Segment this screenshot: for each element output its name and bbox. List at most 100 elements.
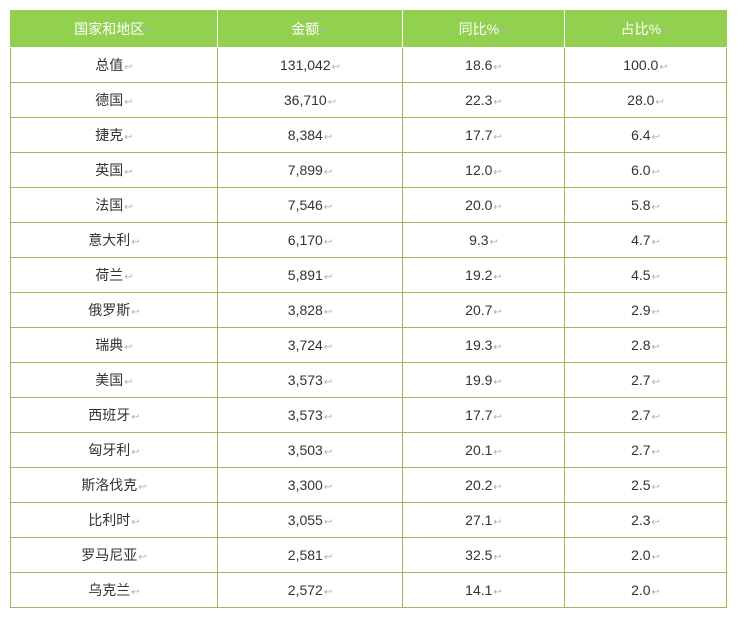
cell-country-value: 荷兰 [95,267,123,283]
cell-marker: ↩ [493,167,501,178]
cell-marker: ↩ [324,272,332,283]
cell-amount-value: 3,573 [288,372,323,388]
cell-share-value: 2.3 [631,512,650,528]
cell-marker: ↩ [493,552,501,563]
cell-amount-value: 3,055 [288,512,323,528]
cell-marker: ↩ [652,307,660,318]
cell-marker: ↩ [662,26,670,37]
cell-marker: ↩ [131,237,139,248]
cell-share-value: 2.5 [631,477,650,493]
cell-marker: ↩ [324,307,332,318]
table-row: 俄罗斯↩3,828↩20.7↩2.9↩ [11,293,727,328]
cell-marker: ↩ [131,412,139,423]
cell-yoy-value: 20.1 [465,442,492,458]
cell-marker: ↩ [493,517,501,528]
cell-yoy-value: 19.9 [465,372,492,388]
cell-yoy: 27.1↩ [403,503,565,538]
table-row: 乌克兰↩2,572↩14.1↩2.0↩ [11,573,727,608]
table-row: 匈牙利↩3,503↩20.1↩2.7↩ [11,433,727,468]
table-head: 国家和地区↩ 金额↩ 同比%↩ 占比%↩ [11,11,727,48]
header-amount-label: 金额 [291,21,319,37]
cell-yoy: 9.3↩ [403,223,565,258]
cell-yoy-value: 19.3 [465,337,492,353]
cell-yoy-value: 12.0 [465,162,492,178]
header-country: 国家和地区↩ [11,11,218,48]
cell-marker: ↩ [324,202,332,213]
cell-yoy-value: 9.3 [469,232,488,248]
cell-country-value: 斯洛伐克 [81,477,137,493]
cell-country: 捷克↩ [11,118,218,153]
cell-country: 匈牙利↩ [11,433,218,468]
cell-country: 荷兰↩ [11,258,218,293]
cell-marker: ↩ [652,167,660,178]
cell-country: 美国↩ [11,363,218,398]
cell-share: 2.3↩ [565,503,727,538]
cell-share-value: 2.0 [631,547,650,563]
cell-yoy-value: 32.5 [465,547,492,563]
cell-marker: ↩ [124,202,132,213]
cell-marker: ↩ [493,482,501,493]
table-body: 总值↩131,042↩18.6↩100.0↩德国↩36,710↩22.3↩28.… [11,48,727,608]
cell-amount: 131,042↩ [218,48,403,83]
cell-share-value: 6.4 [631,127,650,143]
cell-amount: 7,899↩ [218,153,403,188]
cell-share: 2.5↩ [565,468,727,503]
cell-amount-value: 131,042 [280,57,331,73]
cell-amount-value: 7,546 [288,197,323,213]
cell-share: 2.7↩ [565,363,727,398]
cell-country: 西班牙↩ [11,398,218,433]
cell-share: 2.0↩ [565,538,727,573]
cell-yoy: 19.9↩ [403,363,565,398]
cell-yoy: 14.1↩ [403,573,565,608]
cell-marker: ↩ [652,342,660,353]
cell-amount-value: 2,581 [288,547,323,563]
cell-country-value: 瑞典 [95,337,123,353]
cell-share: 4.5↩ [565,258,727,293]
cell-country-value: 比利时 [88,512,130,528]
cell-country: 英国↩ [11,153,218,188]
cell-marker: ↩ [324,167,332,178]
cell-amount: 36,710↩ [218,83,403,118]
cell-marker: ↩ [324,482,332,493]
table-row: 英国↩7,899↩12.0↩6.0↩ [11,153,727,188]
cell-marker: ↩ [652,272,660,283]
cell-share-value: 2.7 [631,442,650,458]
cell-amount-value: 5,891 [288,267,323,283]
cell-amount: 6,170↩ [218,223,403,258]
cell-amount: 3,573↩ [218,398,403,433]
cell-marker: ↩ [493,307,501,318]
cell-marker: ↩ [324,132,332,143]
cell-marker: ↩ [652,412,660,423]
cell-yoy: 18.6↩ [403,48,565,83]
cell-share-value: 4.5 [631,267,650,283]
cell-yoy-value: 20.2 [465,477,492,493]
cell-marker: ↩ [655,97,663,108]
cell-share: 4.7↩ [565,223,727,258]
cell-yoy: 12.0↩ [403,153,565,188]
cell-share: 28.0↩ [565,83,727,118]
cell-marker: ↩ [493,62,501,73]
table-row: 斯洛伐克↩3,300↩20.2↩2.5↩ [11,468,727,503]
cell-marker: ↩ [652,552,660,563]
cell-country-value: 美国 [95,372,123,388]
cell-yoy-value: 27.1 [465,512,492,528]
cell-country-value: 意大利 [88,232,130,248]
cell-marker: ↩ [493,447,501,458]
cell-marker: ↩ [124,97,132,108]
cell-country-value: 乌克兰 [88,582,130,598]
cell-marker: ↩ [324,342,332,353]
cell-share-value: 2.9 [631,302,650,318]
cell-marker: ↩ [652,482,660,493]
cell-marker: ↩ [652,587,660,598]
cell-amount: 8,384↩ [218,118,403,153]
cell-share-value: 2.7 [631,407,650,423]
header-country-label: 国家和地区 [74,21,144,37]
table-row: 意大利↩ 6,170↩9.3↩4.7↩ [11,223,727,258]
cell-amount: 3,724↩ [218,328,403,363]
cell-amount-value: 6,170 [288,232,323,248]
table-row: 捷克↩8,384↩17.7↩6.4↩ [11,118,727,153]
cell-country-value: 匈牙利 [88,442,130,458]
table-row: 美国↩3,573↩19.9↩2.7↩ [11,363,727,398]
cell-marker: ↩ [493,132,501,143]
cell-share-value: 28.0 [627,92,654,108]
